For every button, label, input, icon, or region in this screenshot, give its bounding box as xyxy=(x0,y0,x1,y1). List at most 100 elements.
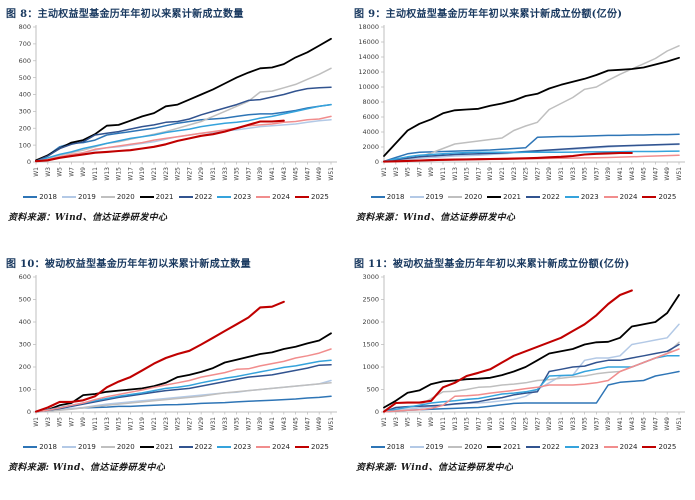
figure-11-source-note: 资料来源: Wind、信达证券研发中心 xyxy=(356,463,514,473)
legend-item-2023: 2023 xyxy=(217,443,251,451)
y-axis-tick-label: 300 xyxy=(19,341,31,349)
figure-9-legend: 2018 2019 2020 2021 2022 2023 2024 2025 xyxy=(354,193,693,201)
x-axis-tick-label: W3 xyxy=(45,167,52,177)
x-axis-tick-label: W43 xyxy=(629,167,636,181)
x-axis-tick-label: W11 xyxy=(92,417,99,431)
x-axis-tick-label: W15 xyxy=(464,417,471,431)
y-axis-tick-label: 0 xyxy=(27,158,31,166)
legend-line-swatch xyxy=(448,446,463,448)
y-axis-tick-label: 0 xyxy=(375,158,379,166)
legend-item-2025: 2025 xyxy=(294,193,329,201)
legend-item-2022: 2022 xyxy=(526,193,560,201)
series-line-2025 xyxy=(382,151,633,163)
legend-year-label: 2019 xyxy=(78,443,96,451)
legend-line-swatch xyxy=(62,196,77,198)
x-axis-tick-label: W25 xyxy=(175,417,182,431)
y-axis-tick-label: 8000 xyxy=(362,98,379,106)
x-axis-tick-label: W35 xyxy=(582,417,589,431)
legend-year-label: 2018 xyxy=(386,193,405,201)
legend-line-swatch xyxy=(23,196,38,198)
x-axis-tick-label: W37 xyxy=(245,167,252,181)
y-axis-tick-label: 2000 xyxy=(362,143,379,151)
figure-11-legend: 2018 2019 2020 2021 2022 2023 2024 2025 xyxy=(354,443,693,451)
series-line-2021 xyxy=(383,56,680,157)
x-axis-tick-label: W19 xyxy=(487,417,494,431)
x-axis-tick-label: W23 xyxy=(511,167,518,181)
series-line-2022 xyxy=(383,143,680,163)
x-axis-tick-label: W43 xyxy=(629,417,636,431)
legend-year-label: 2021 xyxy=(503,193,521,201)
x-axis-tick-label: W47 xyxy=(652,167,659,181)
x-axis-tick-label: W7 xyxy=(416,417,423,427)
legend-line-swatch xyxy=(448,196,463,198)
x-axis-tick-label: W5 xyxy=(405,167,412,177)
y-axis-tick-label: 500 xyxy=(19,296,31,304)
x-axis-tick-label: W23 xyxy=(163,417,170,431)
legend-year-label: 2023 xyxy=(233,193,252,201)
x-axis-tick-label: W41 xyxy=(269,167,276,181)
x-axis-tick-label: W49 xyxy=(316,167,323,181)
x-axis-tick-label: W51 xyxy=(328,417,335,431)
legend-item-2021: 2021 xyxy=(487,443,521,451)
legend-line-swatch xyxy=(294,196,309,198)
x-axis-tick-label: W47 xyxy=(304,167,311,181)
figure-9-source-note: 资料来源：Wind、信达证券研发中心 xyxy=(356,213,516,223)
series-line-2024 xyxy=(35,348,332,413)
x-axis-tick-label: W25 xyxy=(523,167,530,181)
legend-line-swatch xyxy=(23,446,38,448)
x-axis-tick-label: W39 xyxy=(257,167,264,181)
legend-year-label: 2018 xyxy=(39,193,58,201)
legend-line-swatch xyxy=(487,446,502,448)
legend-item-2019: 2019 xyxy=(62,193,96,201)
legend-line-swatch xyxy=(642,196,657,198)
legend-line-swatch xyxy=(526,196,540,198)
figure-9-title: 图 9：主动权益型基金历年年初以来累计新成立份额(亿份) xyxy=(354,9,623,20)
y-axis-tick-label: 2000 xyxy=(362,318,379,326)
x-axis-tick-label: W11 xyxy=(440,417,447,431)
figure-8-legend: 2018 2019 2020 2021 2022 2023 2024 2025 xyxy=(6,193,346,201)
x-axis-tick-label: W1 xyxy=(381,417,388,427)
x-axis-tick-label: W35 xyxy=(582,167,589,181)
legend-year-label: 2022 xyxy=(194,193,213,201)
series-line-2023 xyxy=(35,103,332,162)
chart-canvas: 0 100 200 300 400 500 600 700 800 W1 W3 W5 W7 W9 W11 W1… xyxy=(19,23,337,181)
legend-line-swatch xyxy=(564,196,579,198)
legend-year-label: 2024 xyxy=(619,443,638,451)
x-axis-tick-label: W3 xyxy=(393,167,400,177)
series-line-2022 xyxy=(35,364,332,413)
x-axis-tick-label: W27 xyxy=(534,417,541,431)
legend-year-label: 2024 xyxy=(619,193,638,201)
chart-canvas: 0 100 200 300 400 500 600 W1 W3 W5 W7 W9 W11 W13 W15 W1… xyxy=(19,273,337,431)
legend-line-swatch xyxy=(370,196,385,198)
x-axis-tick-label: W29 xyxy=(198,167,205,181)
x-axis-tick-label: W45 xyxy=(293,167,300,181)
y-axis-tick-label: 100 xyxy=(19,141,31,149)
x-axis-tick-label: W27 xyxy=(186,417,193,431)
legend-item-2018: 2018 xyxy=(370,443,405,451)
legend-line-swatch xyxy=(370,446,385,448)
x-axis-tick-label: W21 xyxy=(499,417,506,431)
x-axis-tick-label: W13 xyxy=(104,167,111,181)
legend-line-swatch xyxy=(62,446,77,448)
series-line-2020 xyxy=(35,67,332,162)
legend-year-label: 2022 xyxy=(194,443,213,451)
x-axis-tick-label: W1 xyxy=(33,167,40,177)
x-axis-tick-label: W29 xyxy=(546,167,553,181)
x-axis-tick-label: W35 xyxy=(234,167,241,181)
legend-item-2019: 2019 xyxy=(409,443,443,451)
x-axis-tick-label: W41 xyxy=(617,417,624,431)
legend-item-2021: 2021 xyxy=(139,443,174,451)
x-axis-tick-label: W31 xyxy=(558,417,565,431)
legend-item-2019: 2019 xyxy=(62,443,96,451)
x-axis-tick-label: W5 xyxy=(57,167,64,177)
y-axis-tick-label: 800 xyxy=(19,23,31,31)
x-axis-tick-label: W37 xyxy=(245,417,252,431)
y-axis-tick-label: 3000 xyxy=(362,273,379,281)
x-axis-tick-label: W13 xyxy=(104,417,111,431)
figure-10-legend: 2018 2019 2020 2021 2022 2023 2024 2025 xyxy=(6,443,346,451)
legend-item-2018: 2018 xyxy=(23,443,57,451)
x-axis-tick-label: W45 xyxy=(293,417,300,431)
series-line-2025 xyxy=(34,119,285,163)
legend-line-swatch xyxy=(100,446,115,448)
legend-item-2022: 2022 xyxy=(178,443,213,451)
